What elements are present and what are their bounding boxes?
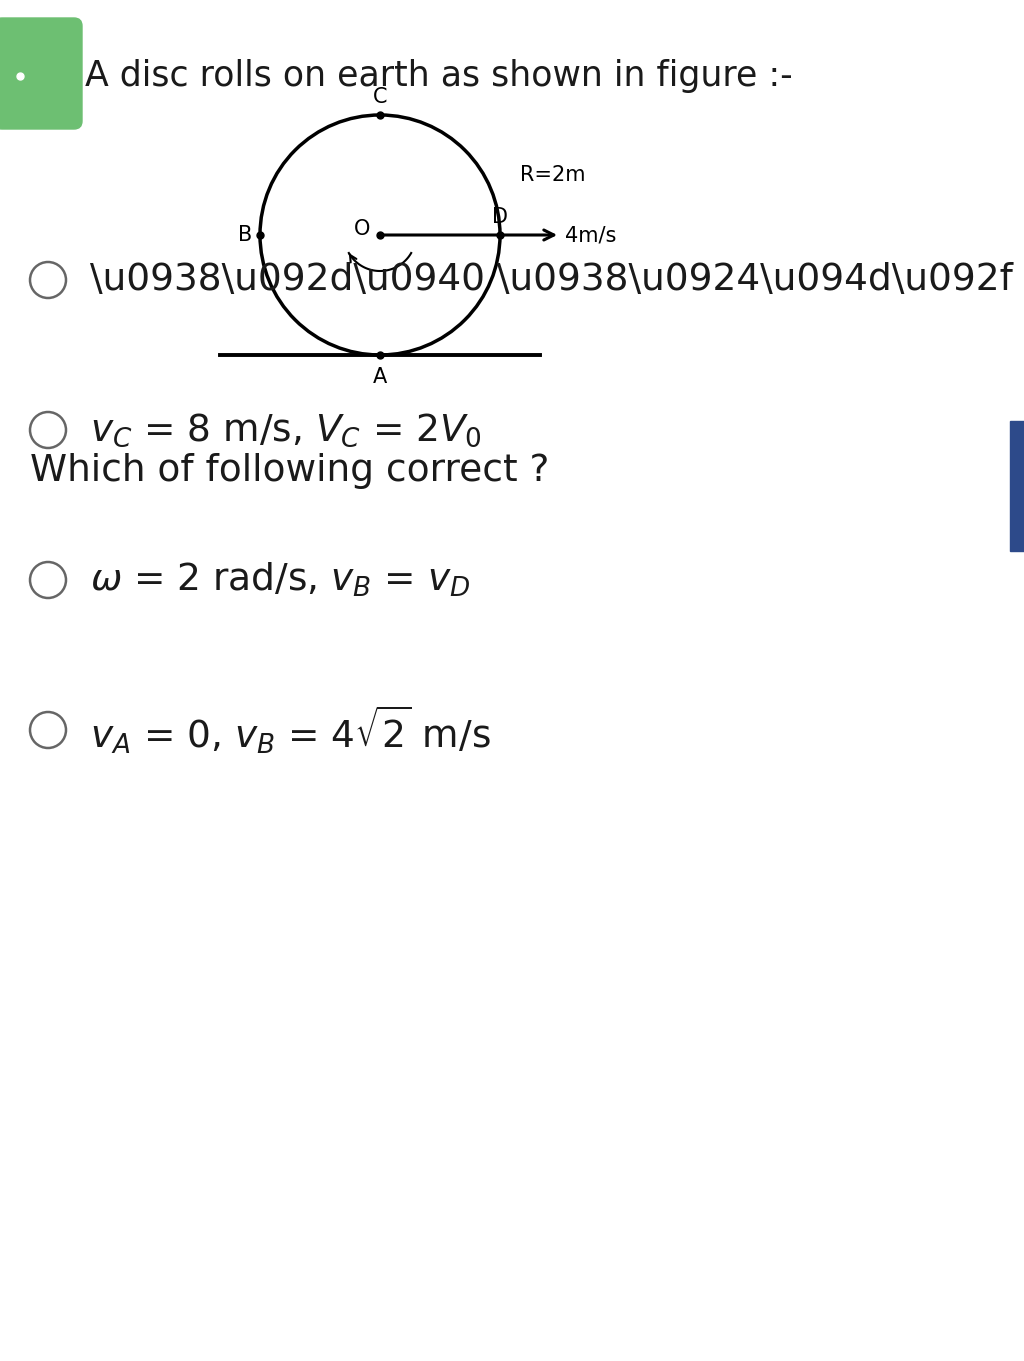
Text: $v_A$ = 0, $v_B$ = 4$\sqrt{2}$ m/s: $v_A$ = 0, $v_B$ = 4$\sqrt{2}$ m/s <box>90 704 490 757</box>
Text: D: D <box>492 207 508 227</box>
Text: A disc rolls on earth as shown in figure :-: A disc rolls on earth as shown in figure… <box>85 59 793 93</box>
Bar <box>1010 421 1024 551</box>
Text: $\omega$ = 2 rad/s, $v_B$ = $v_D$: $\omega$ = 2 rad/s, $v_B$ = $v_D$ <box>90 561 470 599</box>
Text: $v_C$ = 8 m/s, $V_C$ = 2$V_0$: $v_C$ = 8 m/s, $V_C$ = 2$V_0$ <box>90 411 482 449</box>
Text: A: A <box>373 367 387 387</box>
Text: C: C <box>373 87 387 108</box>
FancyBboxPatch shape <box>0 18 82 129</box>
Text: R=2m: R=2m <box>520 165 586 185</box>
Text: Which of following correct ?: Which of following correct ? <box>30 453 549 489</box>
Text: B: B <box>238 225 252 245</box>
Text: 4m/s: 4m/s <box>565 225 616 245</box>
Text: O: O <box>353 219 370 240</box>
Text: \u0938\u092d\u0940 \u0938\u0924\u094d\u092f \u0939\u0948\u0964: \u0938\u092d\u0940 \u0938\u0924\u094d\u0… <box>90 263 1024 298</box>
